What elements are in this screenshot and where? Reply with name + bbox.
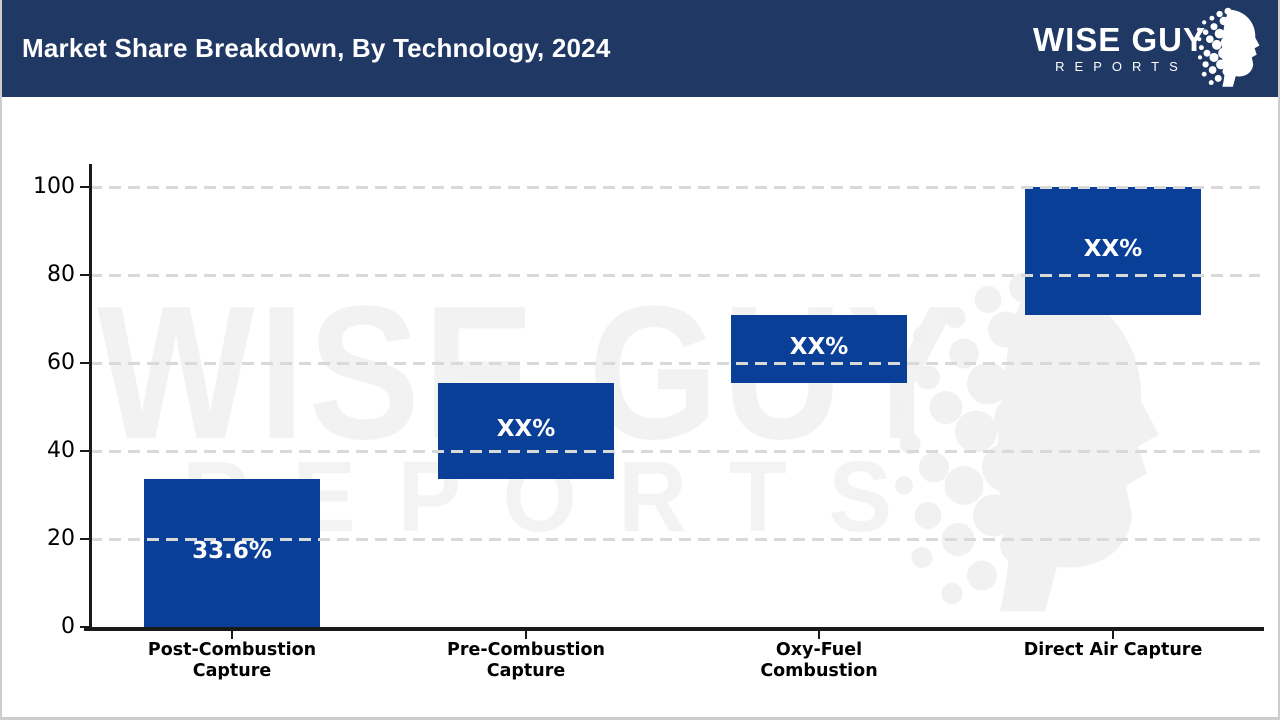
y-tick-mark xyxy=(80,450,89,452)
x-axis-line xyxy=(84,627,1264,631)
y-tick-label: 40 xyxy=(47,438,75,463)
gridline xyxy=(90,537,1260,541)
gridline xyxy=(90,361,1260,365)
y-tick-label: 80 xyxy=(47,262,75,287)
gridline xyxy=(90,449,1260,453)
bar-value-label: XX% xyxy=(789,334,849,361)
x-category-label: Pre-Combustion Capture xyxy=(447,640,605,682)
wiseguy-logo: WISE GUY REPORTS xyxy=(1033,7,1264,91)
logo-brand-subtitle: REPORTS xyxy=(1055,59,1188,74)
y-tick-label: 100 xyxy=(33,174,75,199)
waterfall-bar xyxy=(731,315,907,384)
logo-brand-name: WISE GUY xyxy=(1032,21,1206,58)
y-axis-line xyxy=(89,164,92,631)
x-category-label: Oxy-Fuel Combustion xyxy=(760,640,878,682)
waterfall-bar xyxy=(438,383,614,480)
bar-value-label: XX% xyxy=(1083,236,1143,263)
waterfall-bar xyxy=(1025,187,1201,316)
x-category-label: Post-Combustion Capture xyxy=(147,640,317,682)
bar-value-label: 33.6% xyxy=(192,538,272,565)
y-tick-mark xyxy=(80,186,89,188)
y-tick-label: 20 xyxy=(47,526,75,551)
gridline xyxy=(90,273,1260,277)
x-tick-mark xyxy=(1112,631,1114,639)
gridline xyxy=(90,185,1260,189)
x-category-label: Direct Air Capture xyxy=(1023,640,1203,660)
logo-text: WISE GUY REPORTS xyxy=(1033,23,1206,74)
waterfall-bar xyxy=(144,479,320,627)
y-tick-label: 0 xyxy=(61,614,75,639)
x-tick-mark xyxy=(231,631,233,639)
bar-value-label: XX% xyxy=(496,416,556,443)
page-title: Market Share Breakdown, By Technology, 2… xyxy=(22,33,611,63)
y-tick-mark xyxy=(80,274,89,276)
x-tick-mark xyxy=(525,631,527,639)
logo-head-icon xyxy=(1196,7,1260,87)
y-tick-label: 60 xyxy=(47,350,75,375)
header-bar: Market Share Breakdown, By Technology, 2… xyxy=(2,0,1278,97)
y-tick-mark xyxy=(80,362,89,364)
x-tick-mark xyxy=(818,631,820,639)
y-tick-mark xyxy=(80,538,89,540)
